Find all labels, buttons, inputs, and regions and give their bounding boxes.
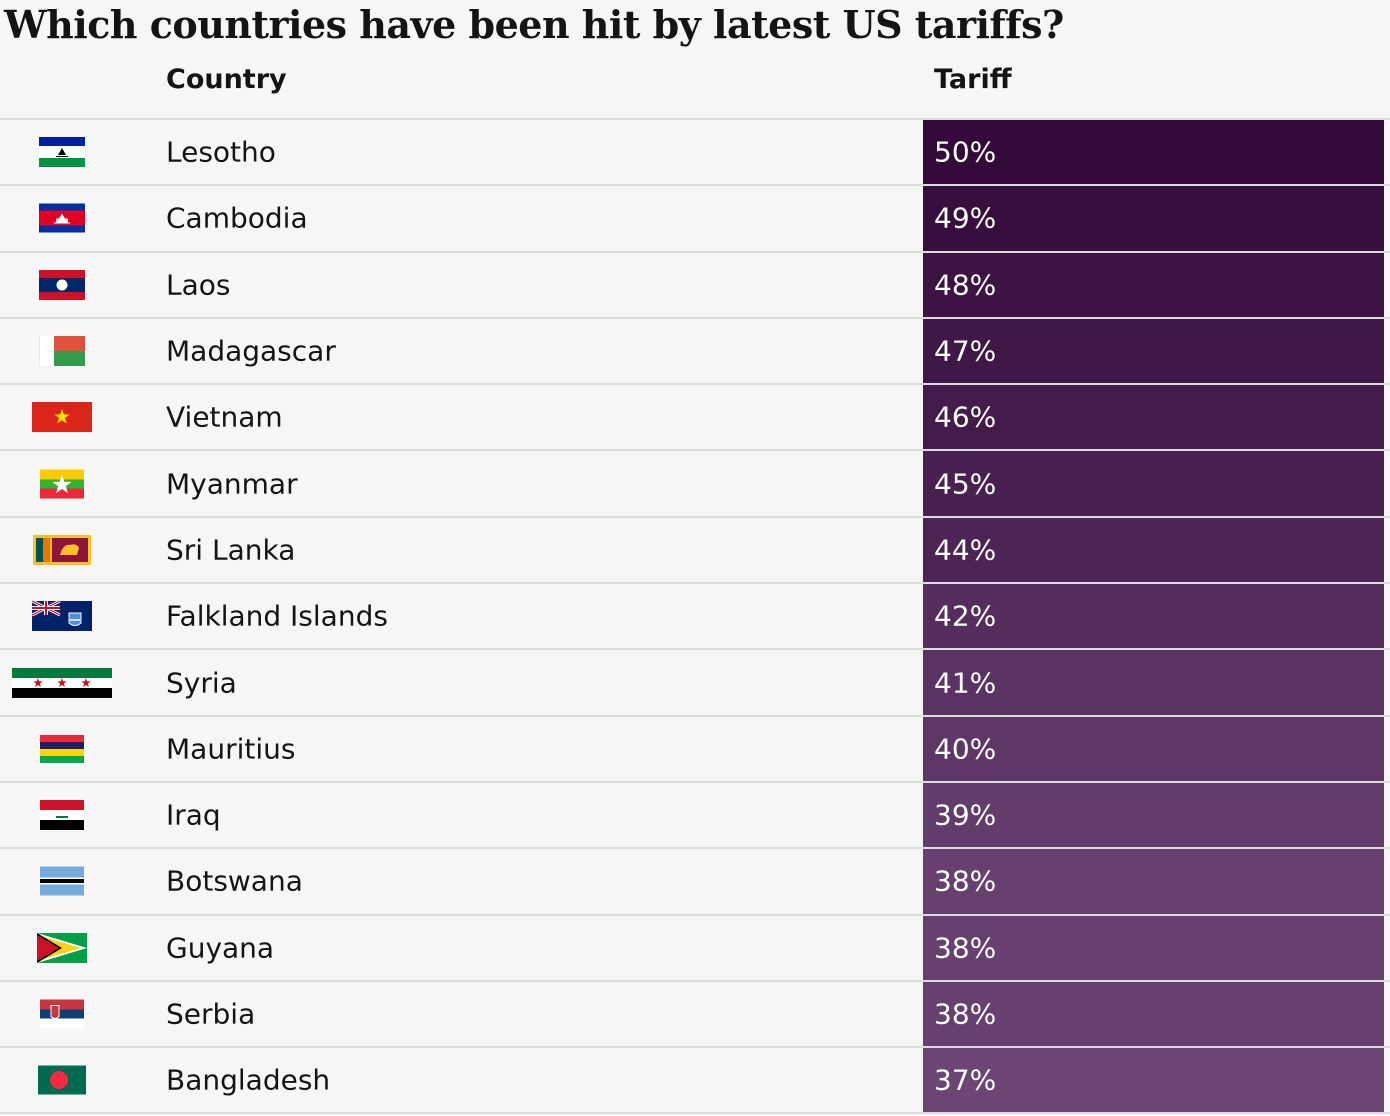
tariff-heat-cell [923, 650, 1384, 715]
tariff-heat-cell [923, 981, 1384, 1047]
serbia-flag-icon [40, 999, 84, 1029]
tariff-value: 45% [934, 467, 997, 501]
country-name: Syria [166, 666, 237, 700]
country-name: Cambodia [166, 201, 308, 235]
tariff-value: 38% [934, 997, 997, 1031]
tariff-column-header: Tariff [934, 64, 1012, 95]
tariff-heat-cell [923, 517, 1384, 583]
table-row: Myanmar 45% [0, 451, 1390, 518]
country-name: Mauritius [166, 732, 296, 766]
country-name: Laos [166, 268, 231, 302]
table-header: Country Tariff [0, 52, 1390, 120]
country-column-header: Country [166, 64, 287, 95]
tariff-value: 46% [934, 400, 997, 434]
tariff-value: 38% [934, 864, 997, 898]
syria-flag-icon [12, 667, 112, 698]
tariff-value: 49% [934, 201, 997, 235]
table-row: Iraq 39% [0, 782, 1390, 850]
tariff-heat-cell [923, 915, 1384, 980]
sri-lanka-flag-icon [33, 534, 91, 565]
tariff-heat-cell [923, 252, 1384, 317]
tariff-heat-cell [923, 849, 1384, 914]
table-row: Falkland Islands 42% [0, 584, 1390, 651]
table-row: Cambodia 49% [0, 186, 1390, 253]
lesotho-flag-icon [39, 137, 85, 168]
iraq-flag-icon [40, 800, 84, 831]
cambodia-flag-icon [39, 203, 85, 233]
table-row: Mauritius 40% [0, 716, 1390, 783]
myanmar-flag-icon [40, 469, 84, 499]
table-row: Lesotho 50% [0, 120, 1390, 187]
falkland-islands-flag-icon [32, 601, 92, 632]
guyana-flag-icon [37, 932, 87, 963]
tariff-value: 47% [934, 334, 997, 368]
table-body: Lesotho 50% Cambodia 49% Laos 48% Madagascar 47… [0, 120, 1390, 1115]
tariff-heat-cell [923, 1048, 1384, 1113]
botswana-flag-icon [40, 866, 84, 896]
table-row: Syria 41% [0, 650, 1390, 717]
tariff-value: 50% [934, 135, 997, 169]
table-row: Serbia 38% [0, 981, 1390, 1049]
tariff-value: 39% [934, 798, 997, 832]
country-name: Falkland Islands [166, 599, 388, 633]
tariff-heat-cell [923, 120, 1384, 185]
table-row: Laos 48% [0, 252, 1390, 319]
tariff-heat-cell [923, 584, 1384, 649]
tariff-heat-cell [923, 782, 1384, 848]
country-name: Myanmar [166, 467, 298, 501]
tariff-heat-cell [923, 716, 1384, 781]
table-row: Botswana 38% [0, 849, 1390, 916]
country-name: Serbia [166, 997, 256, 1031]
country-name: Guyana [166, 931, 275, 965]
table-row: Vietnam 46% [0, 385, 1390, 452]
country-name: Bangladesh [166, 1063, 331, 1097]
table-row: Sri Lanka 44% [0, 517, 1390, 585]
tariff-value: 42% [934, 599, 997, 633]
table-row: Guyana 38% [0, 915, 1390, 982]
country-name: Botswana [166, 864, 303, 898]
madagascar-flag-icon [39, 336, 85, 367]
chart-title: Which countries have been hit by latest … [4, 2, 1064, 47]
bangladesh-flag-icon [38, 1065, 86, 1095]
mauritius-flag-icon [40, 734, 84, 763]
tariff-value: 37% [934, 1063, 997, 1097]
country-name: Lesotho [166, 135, 276, 169]
laos-flag-icon [39, 269, 85, 300]
country-name: Madagascar [166, 334, 336, 368]
vietnam-flag-icon [32, 402, 92, 433]
country-name: Vietnam [166, 400, 283, 434]
tariff-heat-cell [923, 186, 1384, 251]
table-row: Madagascar 47% [0, 318, 1390, 386]
tariff-value: 38% [934, 931, 997, 965]
tariff-heat-cell [923, 318, 1384, 384]
tariff-table: Country Tariff Lesotho 50% Cambodia 49% Laos… [0, 52, 1390, 1115]
country-name: Iraq [166, 798, 221, 832]
tariff-heat-cell [923, 385, 1384, 450]
country-name: Sri Lanka [166, 533, 296, 567]
tariff-value: 41% [934, 666, 997, 700]
tariff-value: 44% [934, 533, 997, 567]
table-row: Bangladesh 37% [0, 1048, 1390, 1115]
tariff-heat-cell [923, 451, 1384, 516]
tariff-value: 48% [934, 268, 997, 302]
tariff-value: 40% [934, 732, 997, 766]
